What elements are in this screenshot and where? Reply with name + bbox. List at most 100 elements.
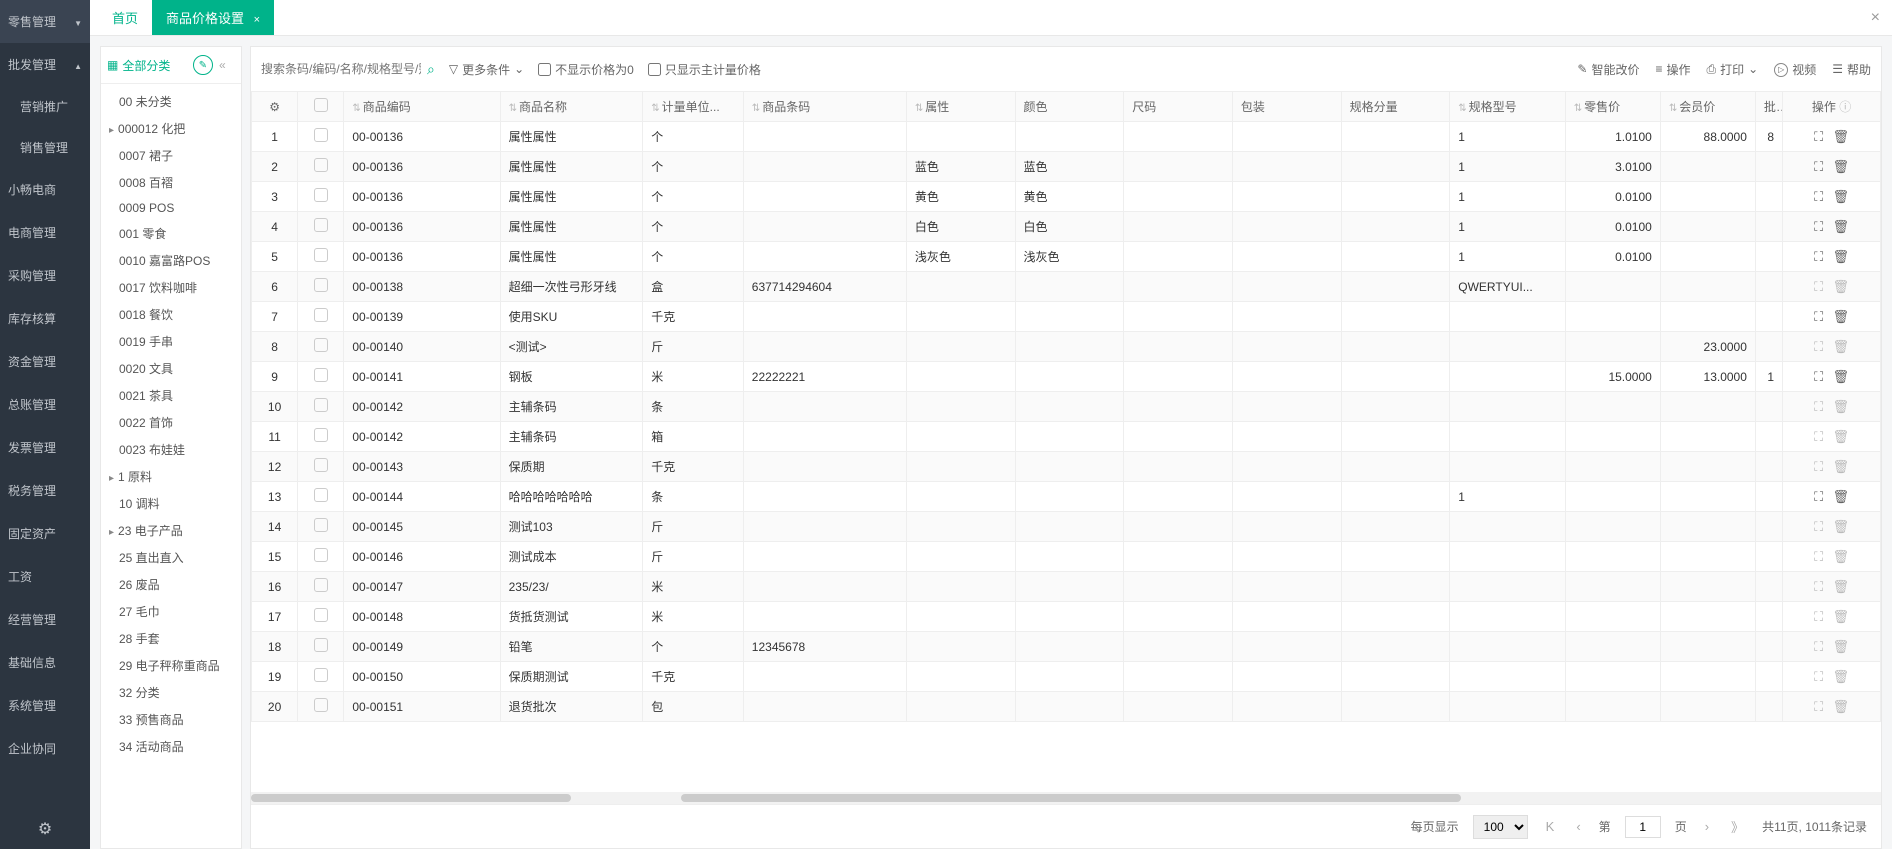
col-checkbox[interactable] <box>298 92 344 122</box>
table-row[interactable]: 7 00-00139 使用SKU 千克 ⛶ 🗑 <box>252 302 1881 332</box>
col-attr[interactable]: 属性 <box>906 92 1015 122</box>
last-page-button[interactable]: 》 <box>1727 817 1748 836</box>
tree-item[interactable]: 1 原料 <box>101 463 241 490</box>
edit-row-icon[interactable]: ⛶ <box>1814 369 1823 384</box>
edit-row-icon[interactable]: ⛶ <box>1814 489 1823 504</box>
edit-row-icon[interactable]: ⛶ <box>1814 669 1823 684</box>
sidebar-item[interactable]: 基础信息 <box>0 641 90 684</box>
sidebar-item[interactable]: 固定资产 <box>0 512 90 555</box>
more-conditions-button[interactable]: ▽ 更多条件 ⌄ <box>449 61 524 78</box>
tree-item[interactable]: 000012 化把 <box>101 115 241 142</box>
sidebar-sub-item[interactable]: 营销推广 <box>0 86 90 127</box>
sidebar-item[interactable]: 经营管理 <box>0 598 90 641</box>
first-page-button[interactable]: K <box>1542 819 1559 834</box>
edit-row-icon[interactable]: ⛶ <box>1814 279 1823 294</box>
sidebar-item[interactable]: 发票管理 <box>0 426 90 469</box>
edit-row-icon[interactable]: ⛶ <box>1814 129 1823 144</box>
prev-page-button[interactable]: ‹ <box>1572 819 1584 834</box>
table-row[interactable]: 9 00-00141 钢板 米 22222221 15.0000 13.0000… <box>252 362 1881 392</box>
delete-row-icon[interactable]: 🗑 <box>1833 609 1850 624</box>
edit-row-icon[interactable]: ⛶ <box>1814 429 1823 444</box>
tree-item[interactable]: 23 电子产品 <box>101 517 241 544</box>
tree-item[interactable]: 25 直出直入 <box>101 544 241 571</box>
sidebar-item[interactable]: 系统管理 <box>0 684 90 727</box>
row-checkbox[interactable] <box>298 482 344 512</box>
tree-item[interactable]: 0008 百褶 <box>101 169 241 196</box>
table-row[interactable]: 19 00-00150 保质期测试 千克 ⛶ 🗑 <box>252 662 1881 692</box>
table-row[interactable]: 3 00-00136 属性属性 个 黄色 黄色 1 0.0100 ⛶ 🗑 <box>252 182 1881 212</box>
close-all-tabs-icon[interactable]: × <box>1871 9 1880 27</box>
col-spec-weight[interactable]: 规格分量 <box>1341 92 1450 122</box>
edit-row-icon[interactable]: ⛶ <box>1814 699 1823 714</box>
tree-item[interactable]: 0020 文具 <box>101 355 241 382</box>
tree-item[interactable]: 34 活动商品 <box>101 733 241 760</box>
delete-row-icon[interactable]: 🗑 <box>1833 489 1850 504</box>
delete-row-icon[interactable]: 🗑 <box>1833 189 1850 204</box>
table-row[interactable]: 10 00-00142 主辅条码 条 ⛶ 🗑 <box>252 392 1881 422</box>
edit-row-icon[interactable]: ⛶ <box>1814 249 1823 264</box>
delete-row-icon[interactable]: 🗑 <box>1833 219 1850 234</box>
sidebar-item[interactable]: 电商管理 <box>0 211 90 254</box>
delete-row-icon[interactable]: 🗑 <box>1833 339 1850 354</box>
edit-row-icon[interactable]: ⛶ <box>1814 609 1823 624</box>
page-size-select[interactable]: 100 <box>1473 815 1528 839</box>
row-checkbox[interactable] <box>298 362 344 392</box>
tree-item[interactable]: 32 分类 <box>101 679 241 706</box>
sidebar-item[interactable]: 采购管理 <box>0 254 90 297</box>
col-gear[interactable]: ⚙ <box>252 92 298 122</box>
col-size[interactable]: 尺码 <box>1124 92 1233 122</box>
tree-item[interactable]: 0007 裙子 <box>101 142 241 169</box>
row-checkbox[interactable] <box>298 182 344 212</box>
table-row[interactable]: 5 00-00136 属性属性 个 浅灰色 浅灰色 1 0.0100 ⛶ 🗑 <box>252 242 1881 272</box>
row-checkbox[interactable] <box>298 122 344 152</box>
row-checkbox[interactable] <box>298 692 344 722</box>
edit-row-icon[interactable]: ⛶ <box>1814 399 1823 414</box>
table-row[interactable]: 20 00-00151 退货批次 包 ⛶ 🗑 <box>252 692 1881 722</box>
edit-row-icon[interactable]: ⛶ <box>1814 579 1823 594</box>
table-row[interactable]: 4 00-00136 属性属性 个 白色 白色 1 0.0100 ⛶ 🗑 <box>252 212 1881 242</box>
tree-item[interactable]: 27 毛巾 <box>101 598 241 625</box>
edit-row-icon[interactable]: ⛶ <box>1814 639 1823 654</box>
edit-row-icon[interactable]: ⛶ <box>1814 459 1823 474</box>
info-icon[interactable]: ⓘ <box>1839 100 1851 114</box>
delete-row-icon[interactable]: 🗑 <box>1833 579 1850 594</box>
smart-edit-button[interactable]: ✎ 智能改价 <box>1577 61 1639 78</box>
row-checkbox[interactable] <box>298 452 344 482</box>
table-row[interactable]: 12 00-00143 保质期 千克 ⛶ 🗑 <box>252 452 1881 482</box>
row-checkbox[interactable] <box>298 272 344 302</box>
row-checkbox[interactable] <box>298 422 344 452</box>
row-checkbox[interactable] <box>298 212 344 242</box>
row-checkbox[interactable] <box>298 572 344 602</box>
sidebar-item[interactable]: 零售管理 <box>0 0 90 43</box>
col-member[interactable]: 会员价 <box>1660 92 1755 122</box>
search-input[interactable] <box>261 62 421 76</box>
row-checkbox[interactable] <box>298 542 344 572</box>
edit-row-icon[interactable]: ⛶ <box>1814 549 1823 564</box>
edit-row-icon[interactable]: ⛶ <box>1814 519 1823 534</box>
delete-row-icon[interactable]: 🗑 <box>1833 369 1850 384</box>
col-spec-model[interactable]: 规格型号 <box>1450 92 1565 122</box>
row-checkbox[interactable] <box>298 662 344 692</box>
col-retail[interactable]: 零售价 <box>1565 92 1660 122</box>
tree-item[interactable]: 29 电子秤称重商品 <box>101 652 241 679</box>
tree-title[interactable]: ▦ 全部分类 <box>107 57 187 74</box>
row-checkbox[interactable] <box>298 152 344 182</box>
delete-row-icon[interactable]: 🗑 <box>1833 129 1850 144</box>
edit-tree-icon[interactable]: ✎ <box>193 55 213 75</box>
tree-item[interactable]: 0018 餐饮 <box>101 301 241 328</box>
next-page-button[interactable]: › <box>1701 819 1713 834</box>
edit-row-icon[interactable]: ⛶ <box>1814 219 1823 234</box>
help-button[interactable]: ☰ 帮助 <box>1832 61 1871 78</box>
table-row[interactable]: 17 00-00148 货抵货测试 米 ⛶ 🗑 <box>252 602 1881 632</box>
table-row[interactable]: 18 00-00149 铅笔 个 12345678 ⛶ 🗑 <box>252 632 1881 662</box>
hide-zero-checkbox[interactable]: 不显示价格为0 <box>538 61 634 78</box>
row-checkbox[interactable] <box>298 242 344 272</box>
only-main-unit-checkbox[interactable]: 只显示主计量价格 <box>648 61 761 78</box>
tree-item[interactable]: 0017 饮料咖啡 <box>101 274 241 301</box>
table-row[interactable]: 6 00-00138 超细一次性弓形牙线 盒 637714294604 QWER… <box>252 272 1881 302</box>
delete-row-icon[interactable]: 🗑 <box>1833 669 1850 684</box>
edit-row-icon[interactable]: ⛶ <box>1814 309 1823 324</box>
print-button[interactable]: ⎙ 打印 ⌄ <box>1707 61 1759 78</box>
page-input[interactable] <box>1625 816 1661 838</box>
tree-item[interactable]: 26 废品 <box>101 571 241 598</box>
